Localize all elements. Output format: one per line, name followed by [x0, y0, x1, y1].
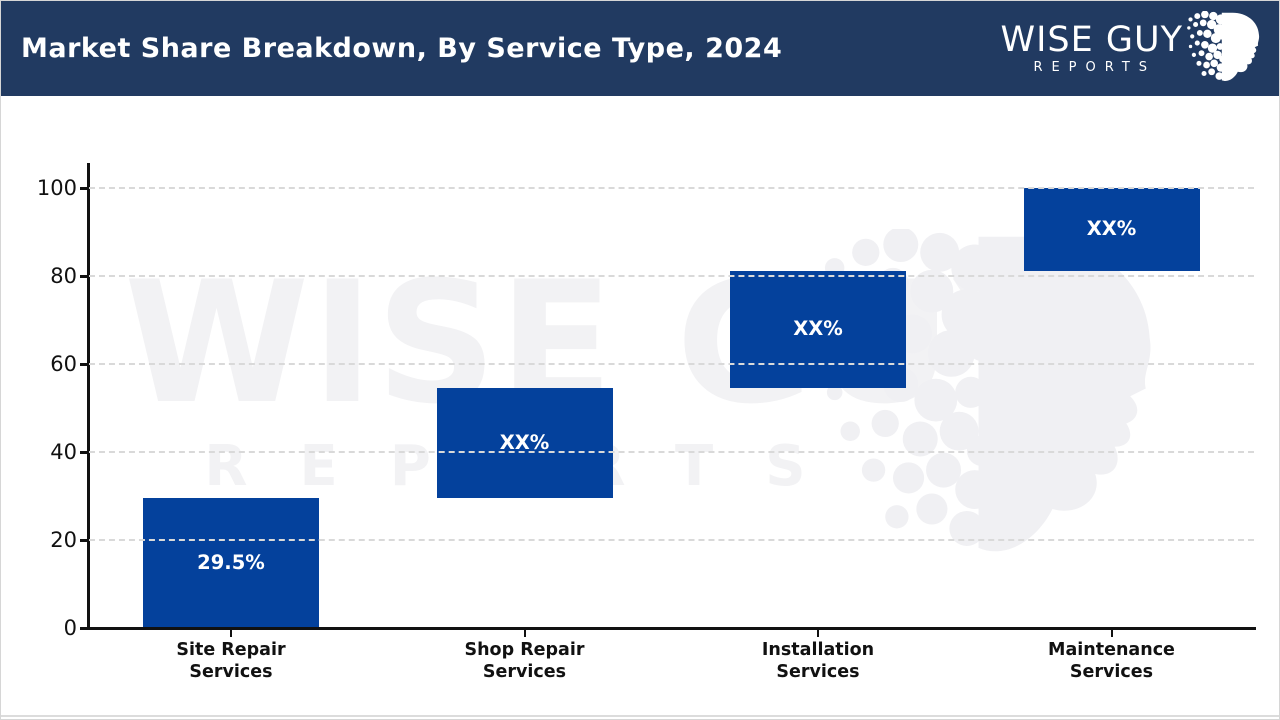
bar-value-label: XX% — [1086, 217, 1137, 241]
category-label: Shop Repair Services — [464, 640, 585, 682]
brand-name: WISE GUY — [1000, 20, 1183, 60]
gridline — [89, 539, 1254, 541]
x-axis-line — [85, 627, 1256, 630]
page-title: Market Share Breakdown, By Service Type,… — [21, 33, 783, 64]
x-tick-mark — [817, 630, 819, 637]
y-tick-mark — [80, 450, 89, 454]
bar-value-label: XX% — [793, 317, 843, 341]
gridline — [89, 451, 1254, 453]
y-axis-line — [87, 163, 90, 630]
y-tick-mark — [80, 186, 89, 190]
bottom-rule — [1, 715, 1279, 717]
x-tick-mark — [1110, 630, 1113, 637]
y-tick-label: 80 — [50, 264, 77, 288]
gridline — [89, 187, 1254, 189]
y-tick-mark — [80, 274, 89, 278]
header-bar: Market Share Breakdown, By Service Type,… — [1, 1, 1279, 96]
y-tick-mark — [80, 626, 89, 630]
gridline — [89, 363, 1254, 365]
bar — [143, 498, 319, 628]
y-tick-mark — [80, 538, 89, 542]
y-tick-label: 60 — [50, 352, 77, 376]
y-tick-label: 100 — [36, 176, 77, 200]
x-tick-mark — [230, 630, 232, 637]
brand-subname: REPORTS — [1033, 60, 1157, 75]
bar-value-label: 29.5% — [197, 551, 265, 575]
category-label: Site Repair Services — [176, 640, 286, 682]
category-label: Maintenance Services — [1048, 640, 1175, 682]
y-tick-label: 0 — [63, 616, 77, 640]
brand-logo-text: WISE GUY REPORTS — [1000, 20, 1183, 75]
bar-value-label: XX% — [499, 430, 550, 454]
x-tick-mark — [523, 630, 526, 637]
category-label: Installation Services — [761, 640, 875, 682]
brand-logo: WISE GUY REPORTS — [1000, 10, 1279, 87]
gridline — [89, 275, 1254, 277]
y-tick-mark — [80, 362, 89, 366]
y-tick-label: 40 — [50, 440, 77, 464]
bar — [436, 387, 613, 499]
y-tick-label: 20 — [50, 528, 77, 552]
